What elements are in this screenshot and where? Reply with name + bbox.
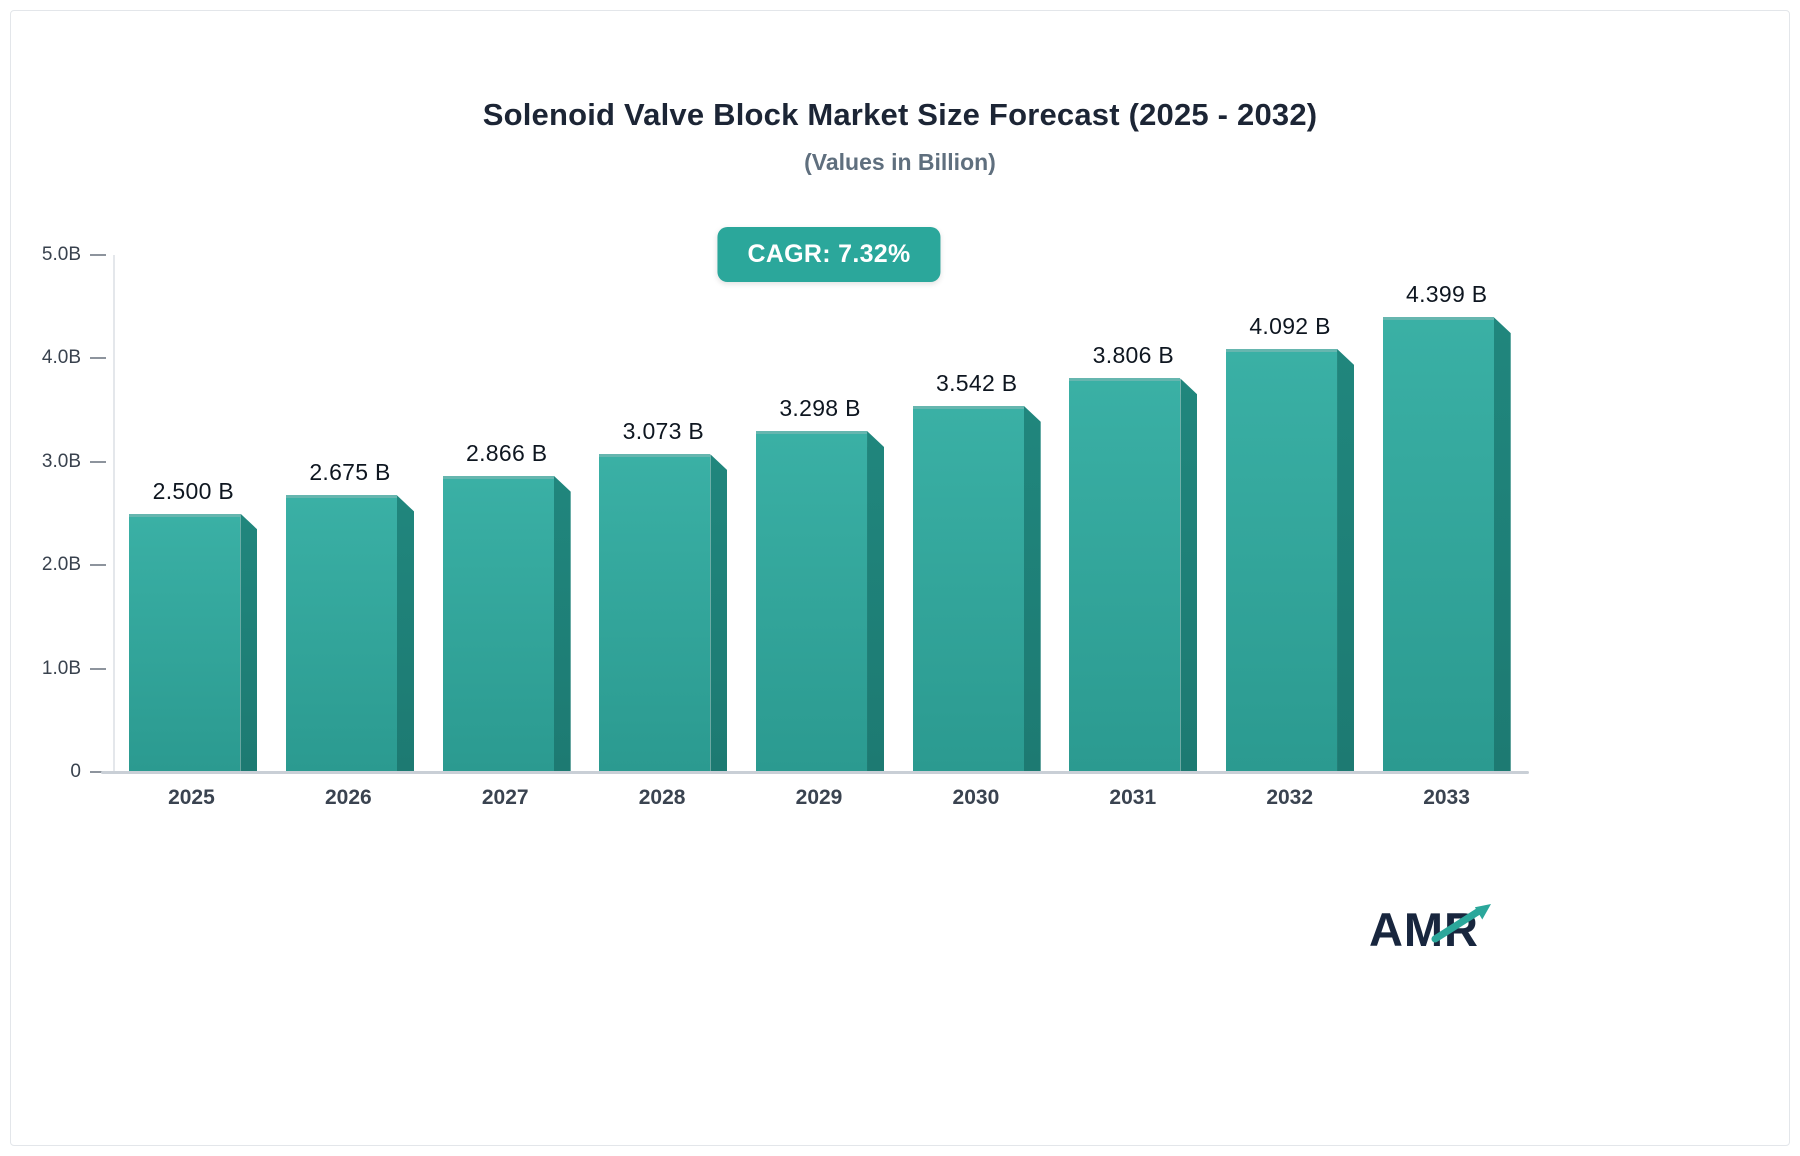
bar-front-face — [1069, 378, 1181, 772]
bar-front-face — [1382, 317, 1494, 772]
bar-front-face — [1226, 348, 1338, 772]
bar-slot: 3.073 B — [585, 255, 742, 772]
y-tick-label: 0 — [70, 761, 81, 782]
bar-slot: 3.298 B — [742, 255, 899, 772]
bar — [756, 431, 885, 772]
bar-slot: 2.500 B — [115, 255, 272, 772]
bar-slot: 3.806 B — [1055, 255, 1212, 772]
x-axis-label: 2029 — [795, 786, 843, 809]
y-tick: 3.0B — [42, 451, 106, 473]
y-tick-dash — [90, 771, 106, 773]
x-axis-label: 2028 — [638, 786, 686, 809]
bar-front-face — [599, 454, 711, 772]
bar-slot: 2.866 B — [428, 255, 585, 772]
bar-front-face — [286, 495, 397, 772]
y-tick-dash — [90, 460, 106, 463]
y-axis: 0 1.0B 2.0B 3.0B 4.0B 5.0B — [11, 244, 106, 782]
bar-front-face — [912, 405, 1024, 772]
bar — [129, 513, 258, 772]
amr-logo: AMR — [1368, 899, 1491, 959]
x-axis-label: 2030 — [952, 786, 1000, 809]
chart-card: Solenoid Valve Block Market Size Forecas… — [10, 10, 1790, 1146]
x-axis-label: 2033 — [1423, 786, 1470, 809]
bar — [286, 495, 414, 772]
x-axis-label: 2027 — [481, 786, 529, 809]
y-tick: 4.0B — [42, 347, 106, 369]
bar-value-label: 3.806 B — [1092, 342, 1175, 369]
plot-area: 2.500 B 2.675 B 2.866 B 3.073 B 3.298 B 3.542… — [113, 255, 1525, 772]
x-axis-label: 2026 — [324, 786, 372, 809]
bar — [1382, 317, 1511, 772]
y-tick-dash — [90, 357, 106, 360]
bar-side-face — [1180, 378, 1198, 772]
bar-side-face — [1337, 348, 1355, 772]
bar — [599, 454, 728, 772]
bar-value-label: 3.542 B — [936, 369, 1018, 396]
y-tick-label: 3.0B — [41, 450, 81, 472]
bar-side-face — [553, 475, 571, 772]
bar-side-face — [710, 454, 728, 772]
bar-value-label: 4.399 B — [1406, 281, 1488, 308]
bar-side-face — [1023, 405, 1041, 772]
y-tick: 2.0B — [42, 554, 106, 576]
y-tick-dash — [90, 564, 106, 567]
bar-front-face — [129, 513, 241, 772]
x-axis-label: 2025 — [168, 786, 215, 809]
bar-value-label: 3.298 B — [779, 395, 861, 421]
bar-side-face — [397, 495, 414, 772]
bar-value-label: 2.866 B — [465, 439, 548, 466]
amr-logo-text: AMR — [1368, 902, 1479, 956]
bar-side-face — [867, 431, 885, 772]
bar-side-face — [240, 513, 258, 772]
chart-title: Solenoid Valve Block Market Size Forecas… — [482, 97, 1318, 132]
y-tick-label: 5.0B — [41, 244, 81, 265]
bar-slot: 4.092 B — [1212, 255, 1369, 772]
x-axis-label: 2031 — [1109, 786, 1157, 809]
cagr-badge: CAGR: 7.32% — [717, 227, 941, 282]
y-tick: 1.0B — [42, 658, 106, 680]
bar — [1069, 378, 1198, 772]
bar-slot: 4.399 B — [1368, 255, 1525, 772]
bar-front-face — [442, 475, 554, 772]
bar-value-label: 2.500 B — [152, 477, 235, 504]
bar-value-label: 3.073 B — [622, 418, 705, 445]
x-axis-label: 2032 — [1266, 786, 1314, 809]
x-axis-baseline — [101, 771, 1529, 774]
bar-slot: 2.675 B — [272, 255, 429, 772]
y-tick: 0 — [70, 761, 106, 783]
y-tick-label: 4.0B — [41, 347, 81, 369]
chart-region: CAGR: 7.32% 0 1.0B 2.0B 3.0B 4.0B 5.0B 2.500 … — [11, 227, 1789, 782]
bar-value-label: 2.675 B — [309, 459, 391, 486]
bar-value-label: 4.092 B — [1249, 312, 1331, 339]
bar-side-face — [1493, 317, 1511, 772]
bar-front-face — [756, 431, 868, 772]
growth-arrow-icon — [1431, 904, 1491, 943]
chart-subtitle: (Values in Billion) — [804, 149, 996, 175]
y-tick-dash — [90, 667, 106, 670]
bar-slot: 3.542 B — [898, 255, 1055, 772]
y-tick: 5.0B — [42, 244, 106, 266]
bar — [442, 475, 571, 772]
bar — [1226, 348, 1355, 772]
y-tick-dash — [90, 254, 106, 256]
bar — [912, 405, 1041, 772]
x-axis-labels: 2025 2026 2027 2028 2029 2030 2031 2032 2033 — [113, 786, 1525, 810]
y-tick-label: 1.0B — [41, 657, 81, 679]
y-tick-label: 2.0B — [41, 554, 81, 576]
